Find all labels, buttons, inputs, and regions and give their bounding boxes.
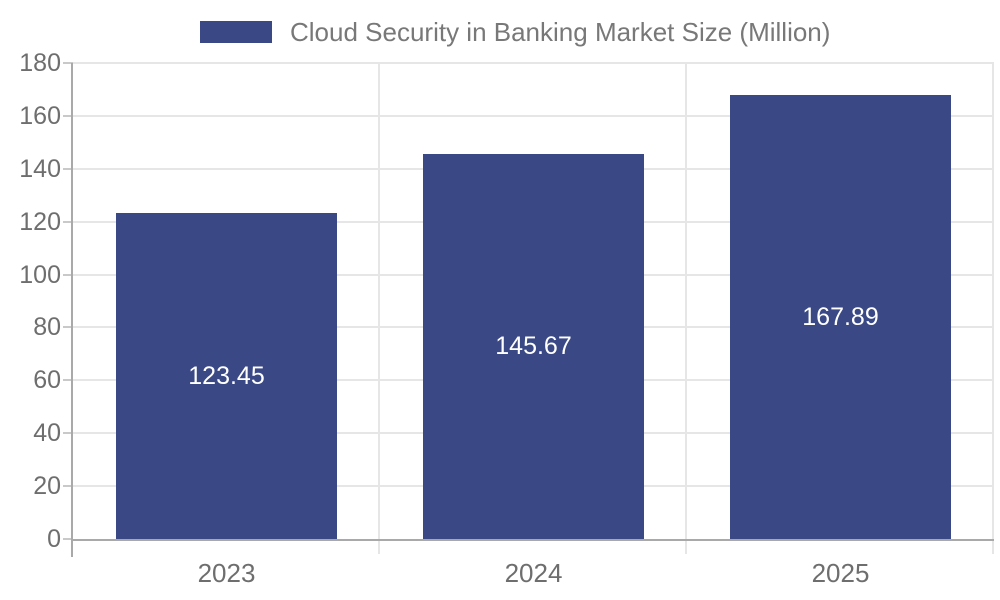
y-tick-mark-100 [63,273,73,276]
gridline-y-180 [73,62,994,64]
y-tick-label-40: 40 [33,419,61,448]
bar-value-label-2024: 145.67 [495,332,572,361]
y-tick-label-80: 80 [33,313,61,342]
y-tick-mark-160 [63,114,73,117]
y-axis-line [71,63,73,557]
x-tick-mark-1 [378,539,380,554]
x-tick-mark-3 [992,539,994,554]
bar-2024 [422,153,644,539]
y-tick-mark-80 [63,326,73,329]
x-tick-label-2023: 2023 [197,558,256,588]
y-tick-mark-0 [63,538,73,540]
x-axis-line [71,539,994,541]
bar-value-label-2025: 167.89 [802,303,879,331]
y-tick-label-0: 0 [47,525,61,553]
legend[interactable]: Cloud Security in Banking Market Size (M… [200,17,831,47]
gridline-x-2 [685,63,687,539]
y-tick-label-100: 100 [19,260,61,289]
x-tick-label-2024: 2024 [504,558,563,588]
y-tick-mark-40 [63,432,73,435]
gridline-x-1 [378,63,380,539]
y-tick-mark-180 [63,62,73,64]
x-tick-mark-2 [685,539,687,554]
gridline-x-3 [992,63,994,539]
y-tick-mark-120 [63,220,73,223]
legend-label: Cloud Security in Banking Market Size (M… [290,17,831,47]
y-tick-mark-60 [63,379,73,382]
y-tick-mark-140 [63,167,73,170]
y-tick-label-140: 140 [19,154,61,183]
bar-2023 [115,212,337,539]
y-tick-label-60: 60 [33,366,61,395]
y-tick-label-180: 180 [19,49,61,77]
legend-swatch [200,21,272,43]
x-tick-label-2025: 2025 [811,558,870,588]
gridline-y-160 [73,114,994,117]
bar-value-label-2023: 123.45 [188,361,265,390]
y-tick-label-160: 160 [19,101,61,130]
y-tick-label-20: 20 [33,472,61,501]
y-tick-label-120: 120 [19,207,61,236]
y-tick-mark-20 [63,485,73,488]
bar-2025 [729,95,951,539]
